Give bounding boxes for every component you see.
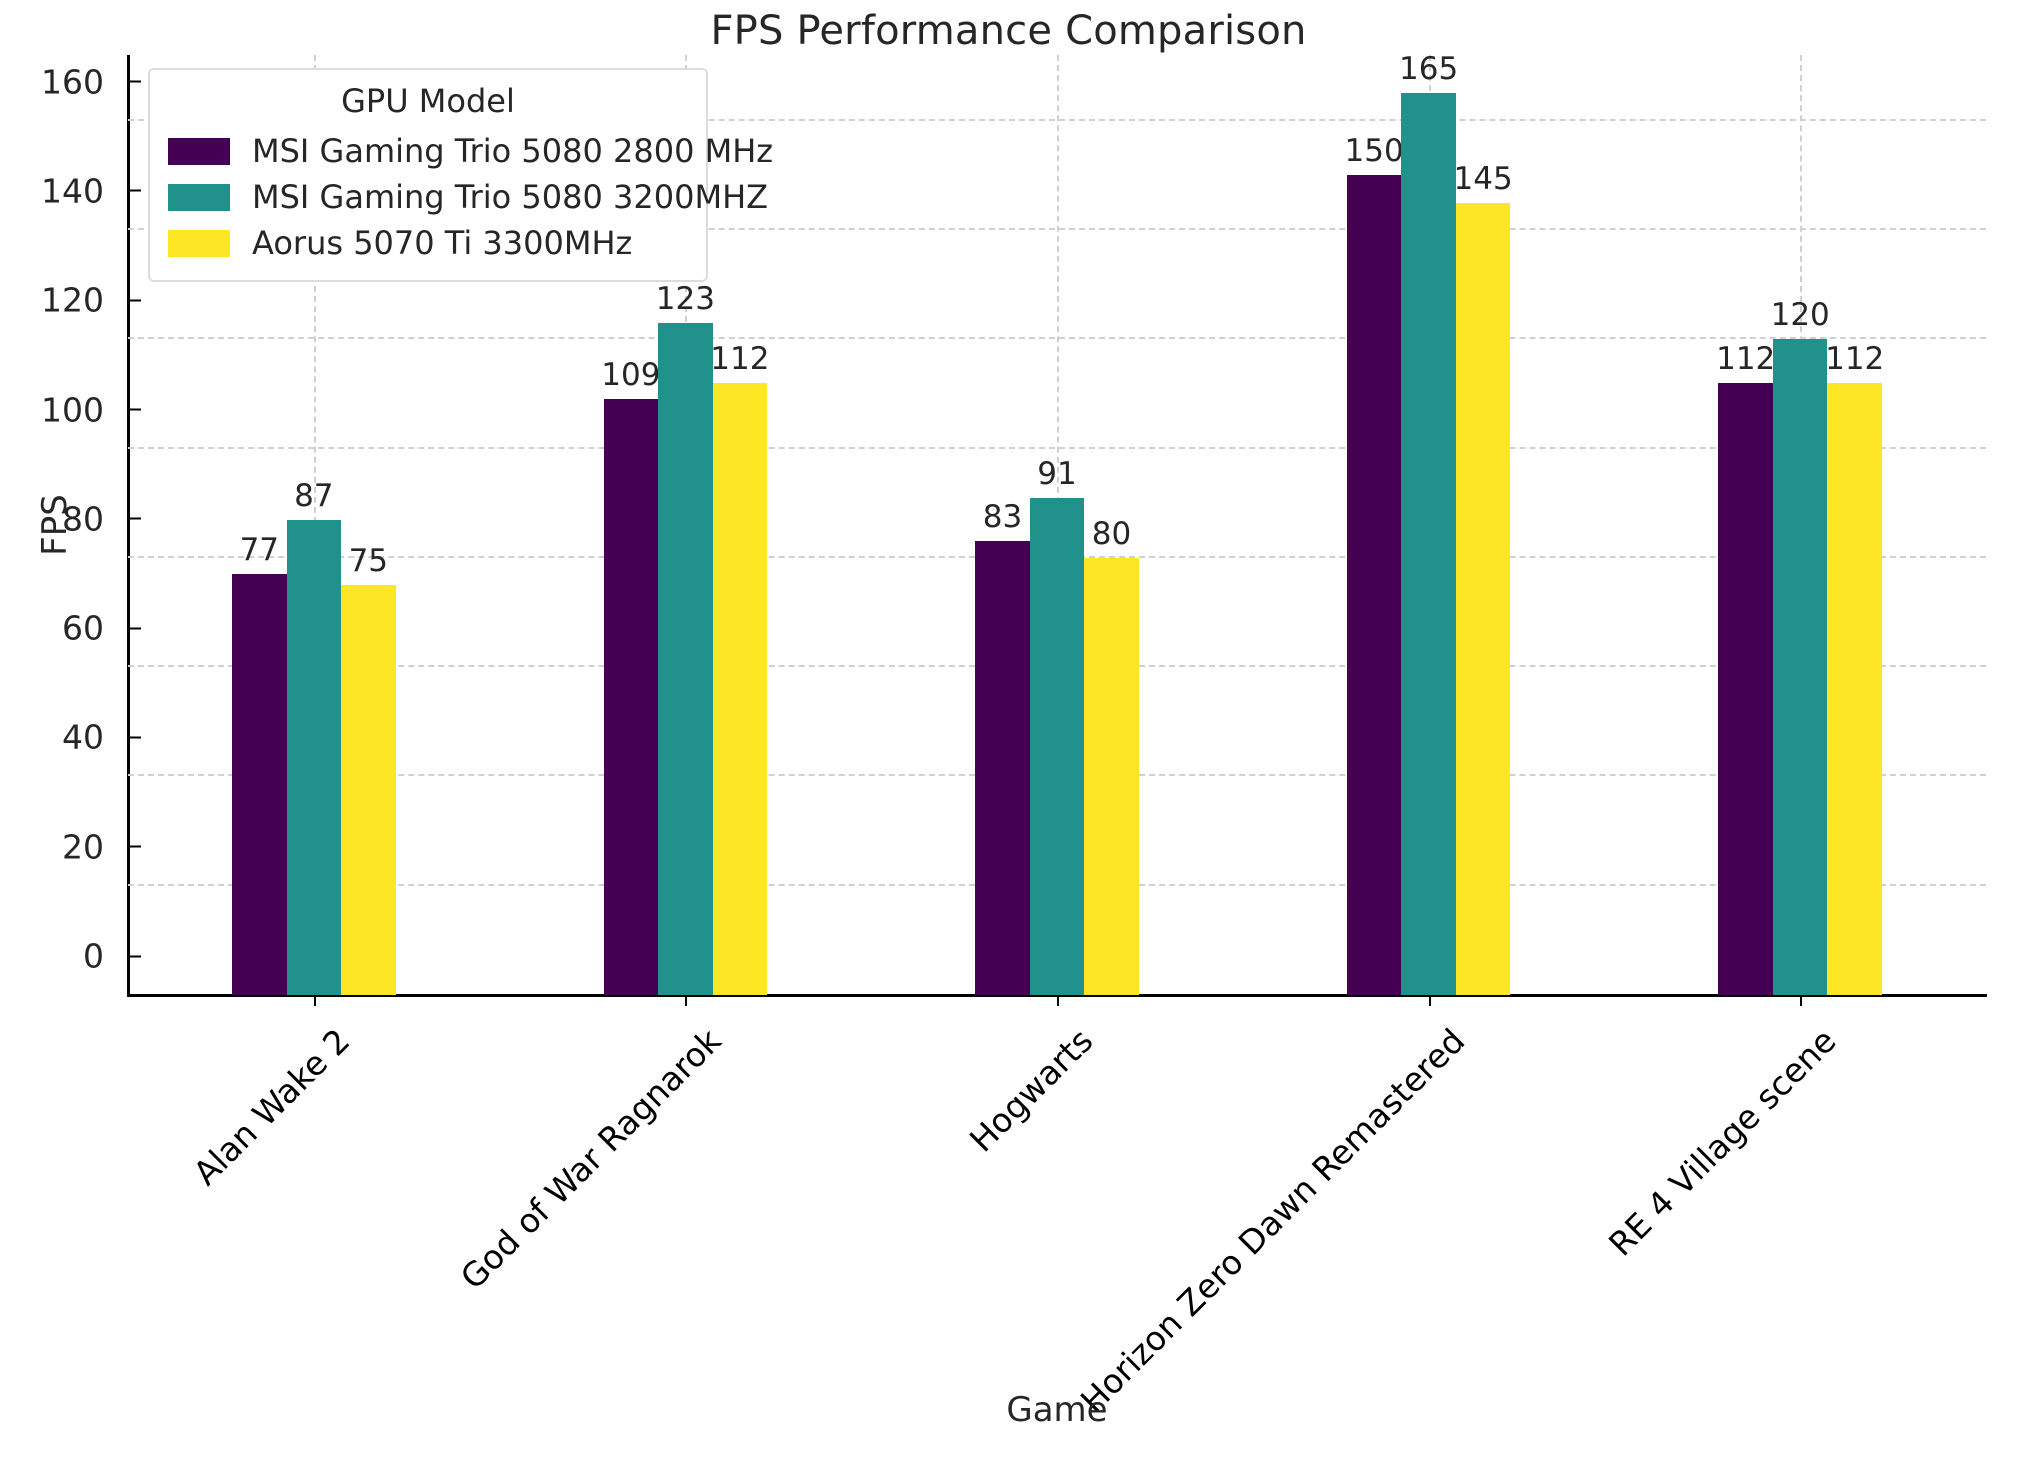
- bar-value-label: 75: [348, 543, 389, 580]
- bar-value-label: 87: [294, 477, 334, 514]
- bar[interactable]: 77: [232, 532, 287, 995]
- bar-value-label: 83: [982, 499, 1023, 536]
- legend-item[interactable]: Aorus 5070 Ti 3300MHz: [168, 220, 688, 266]
- y-tick-mark: [130, 299, 141, 302]
- x-tick-label: RE 4 Village scene: [1601, 1021, 1844, 1264]
- y-tick-label: 80: [62, 499, 104, 539]
- bar-value-label: 165: [1399, 51, 1459, 88]
- bar[interactable]: 145: [1454, 161, 1513, 995]
- y-tick-mark: [130, 845, 141, 848]
- bar-group: 83 91 80: [975, 55, 1139, 995]
- axis-spine-left: [127, 55, 130, 995]
- bar[interactable]: 87: [286, 478, 342, 995]
- y-tick: 120: [41, 280, 141, 320]
- legend-color-swatch: [168, 137, 230, 165]
- x-tick-mark: [685, 995, 688, 1006]
- bar[interactable]: 123: [656, 281, 715, 995]
- y-tick: 140: [41, 171, 141, 211]
- legend-color-swatch: [168, 183, 230, 211]
- bar[interactable]: 150: [1345, 133, 1404, 995]
- y-tick-label: 20: [62, 827, 104, 867]
- bar-group: 77 87 75: [232, 55, 396, 995]
- y-tick: 20: [62, 827, 141, 867]
- y-tick-mark: [130, 736, 141, 739]
- bar-value-label: 112: [710, 340, 770, 377]
- legend-item-label: MSI Gaming Trio 5080 3200MHZ: [252, 178, 769, 216]
- bar-value-label: 123: [655, 280, 715, 317]
- x-axis-label: Game: [1006, 1390, 1108, 1430]
- x-tick-label: Horizon Zero Dawn Remastered: [1072, 1021, 1473, 1421]
- bar-group: 112 120 112: [1716, 55, 1884, 995]
- bar[interactable]: 112: [1825, 341, 1884, 995]
- legend[interactable]: GPU Model MSI Gaming Trio 5080 2800 MHz M…: [148, 68, 773, 282]
- x-tick-label: God of War Ragnarok: [453, 1021, 729, 1297]
- bar[interactable]: 75: [341, 543, 396, 995]
- x-tick-mark: [1428, 995, 1431, 1006]
- bar-value-label: 109: [601, 357, 661, 394]
- y-tick-mark: [130, 955, 141, 957]
- bar[interactable]: 83: [975, 499, 1030, 995]
- bar[interactable]: 91: [1029, 456, 1085, 995]
- bar-value-label: 145: [1453, 160, 1513, 197]
- y-tick: 0: [83, 936, 141, 976]
- bar-group: 109 123 112: [601, 55, 769, 995]
- bar-group: 150 165 145: [1345, 51, 1513, 995]
- plot-axes: 77 87 75 109 123 112 83 91 80 150 165 145 112 120 112 …: [41, 51, 1987, 1420]
- y-tick-label: 120: [41, 280, 104, 320]
- legend-title: GPU Model: [341, 82, 515, 120]
- y-tick-label: 100: [41, 390, 104, 429]
- y-tick-label: 60: [62, 608, 104, 648]
- x-tick-label: Hogwarts: [962, 1021, 1101, 1160]
- y-tick: 160: [41, 62, 141, 102]
- plot-area: 77 87 75 109 123 112 83 91 80 150 165 145 112 120 112 …: [41, 51, 1987, 1420]
- bar[interactable]: 80: [1084, 516, 1139, 995]
- bar-value-label: 77: [239, 532, 280, 569]
- legend-item-label: MSI Gaming Trio 5080 2800 MHz: [252, 132, 774, 170]
- bar-value-label: 150: [1344, 133, 1404, 170]
- bar[interactable]: 120: [1771, 297, 1830, 995]
- bar-value-label: 120: [1770, 297, 1830, 334]
- bar[interactable]: 112: [1716, 341, 1775, 995]
- y-tick-label: 0: [83, 936, 104, 976]
- y-tick-mark: [130, 80, 141, 83]
- y-tick-label: 140: [41, 171, 104, 211]
- y-tick: 80: [62, 499, 141, 539]
- y-tick-label: 160: [41, 62, 104, 102]
- y-tick: 40: [62, 717, 141, 757]
- legend-color-swatch: [168, 229, 230, 257]
- y-tick: 60: [62, 608, 141, 648]
- y-tick: 100: [41, 390, 141, 429]
- bar[interactable]: 165: [1399, 51, 1458, 995]
- x-tick-mark: [1057, 995, 1059, 1006]
- bar[interactable]: 112: [710, 341, 769, 995]
- chart-title: FPS Performance Comparison: [710, 8, 1307, 54]
- x-tick-mark: [313, 995, 316, 1006]
- y-tick-mark: [130, 189, 141, 192]
- x-tick-label: Alan Wake 2: [185, 1021, 358, 1193]
- legend-entries: MSI Gaming Trio 5080 2800 MHz MSI Gaming …: [168, 128, 773, 266]
- y-tick-mark: [130, 627, 141, 630]
- legend-item-label: Aorus 5070 Ti 3300MHz: [252, 224, 633, 262]
- y-tick-mark: [130, 517, 141, 520]
- bar[interactable]: 109: [601, 357, 660, 995]
- bar-value-label: 91: [1037, 455, 1077, 492]
- bar-value-label: 80: [1091, 515, 1132, 552]
- legend-item[interactable]: MSI Gaming Trio 5080 2800 MHz: [168, 128, 773, 174]
- x-tick-mark: [1800, 995, 1803, 1006]
- bar-value-label: 112: [1825, 340, 1885, 377]
- bar-value-label: 112: [1716, 340, 1776, 377]
- y-tick-mark: [130, 408, 141, 411]
- legend-item[interactable]: MSI Gaming Trio 5080 3200MHZ: [168, 174, 768, 220]
- y-tick-label: 40: [62, 717, 104, 757]
